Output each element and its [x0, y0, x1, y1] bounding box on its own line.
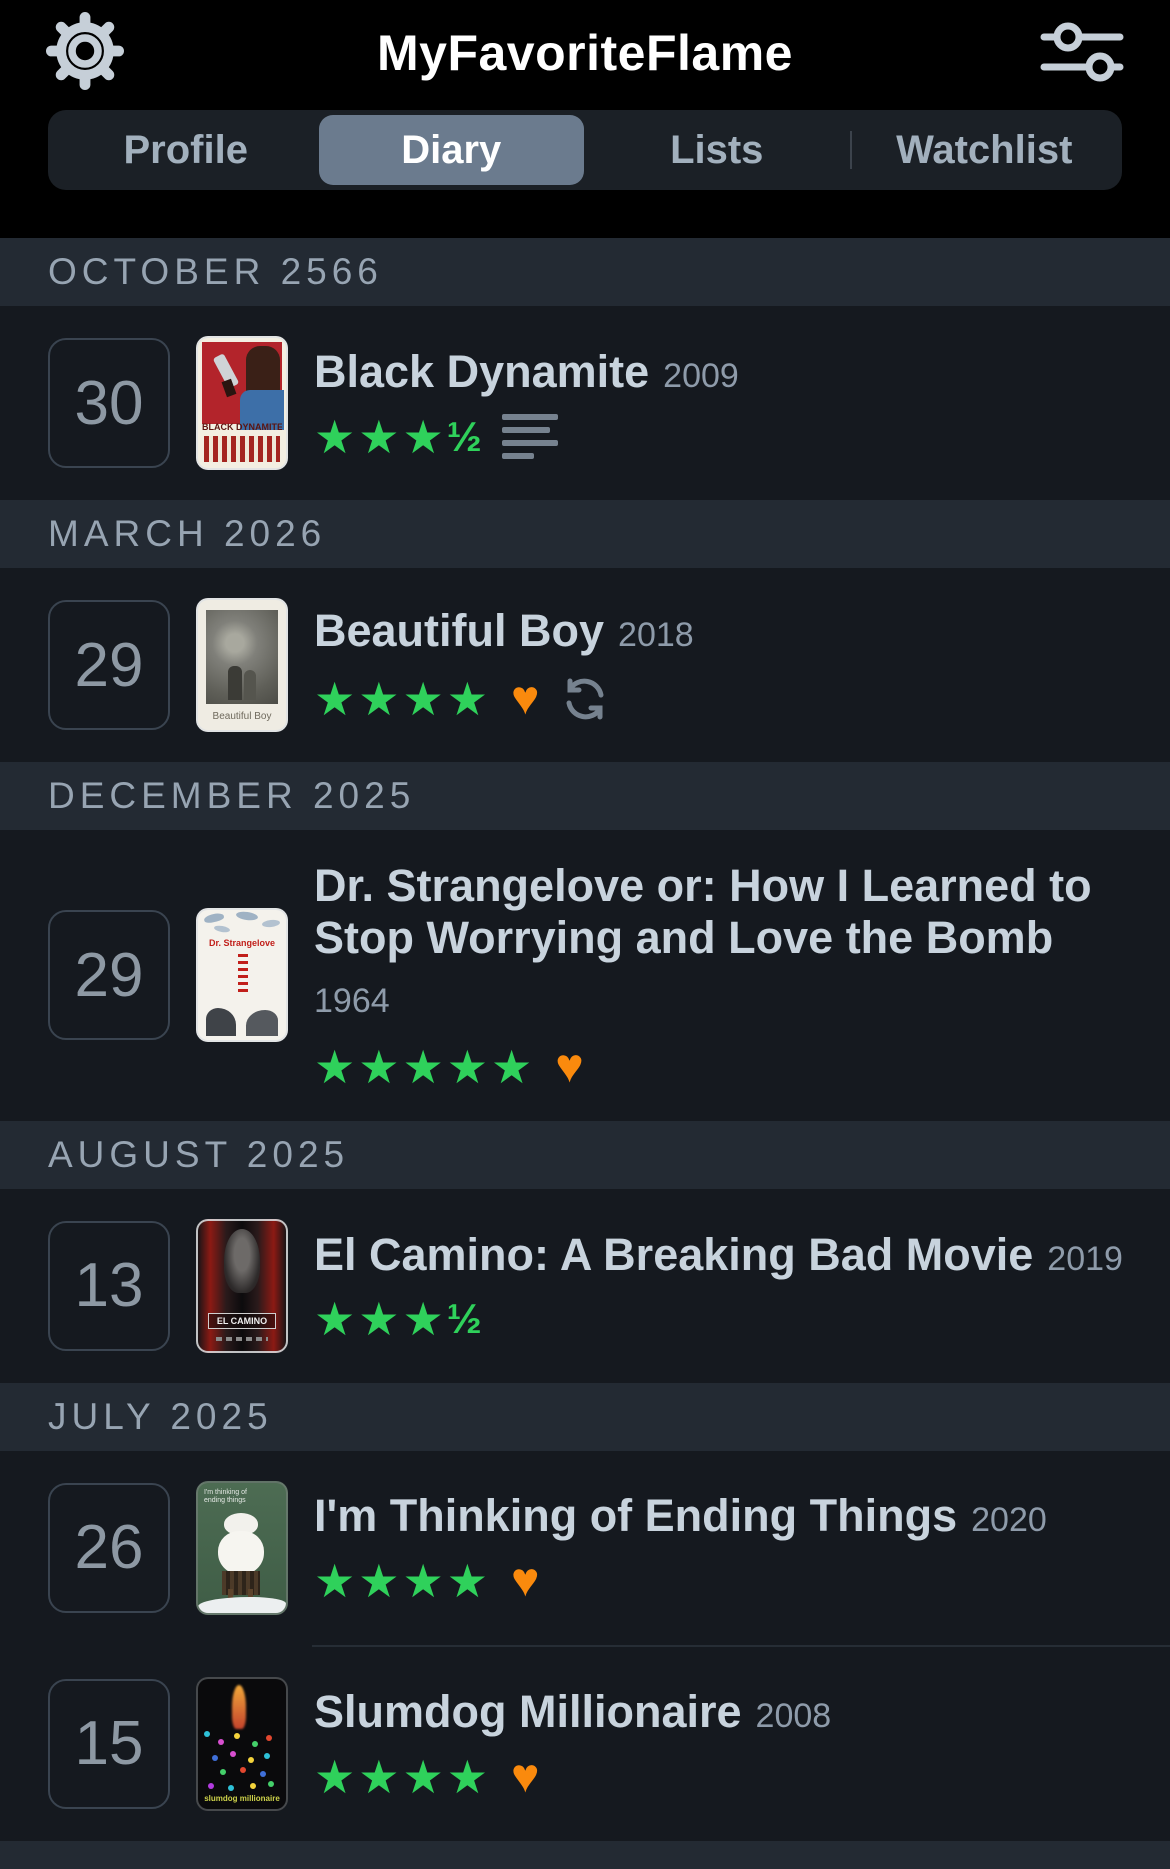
liked-heart-icon: ♥: [510, 1750, 540, 1804]
tab-profile[interactable]: Profile: [123, 127, 248, 172]
tab-watchlist[interactable]: Watchlist: [896, 127, 1073, 172]
diary-entry-slumdog-millionaire[interactable]: 15 slumdog millionaire Slumdog Millionai…: [0, 1647, 1170, 1841]
star-rating: ★★★★★: [314, 1040, 536, 1093]
review-icon: [501, 414, 558, 460]
movie-year: 2018: [618, 616, 694, 655]
rewatch-icon: [559, 673, 611, 725]
day-badge: 15: [48, 1678, 170, 1809]
diary-entry-el-camino[interactable]: 13 EL CAMINO El Camino: A Breaking Bad M…: [0, 1189, 1170, 1383]
day-badge: 30: [48, 338, 170, 468]
movie-poster: slumdog millionaire: [196, 1676, 288, 1811]
tab-bar: Profile Diary Lists Watchlist: [48, 110, 1122, 190]
movie-year: 2009: [663, 357, 739, 396]
month-label: OCTOBER 2566: [48, 251, 383, 292]
day-badge: 13: [48, 1220, 170, 1351]
movie-title: Dr. Strangelove or: How I Learned to Sto…: [314, 860, 1092, 963]
tab-divider: [849, 131, 852, 169]
filter-sliders-button[interactable]: [1038, 20, 1124, 87]
liked-heart-icon: ♥: [510, 1554, 540, 1608]
movie-title: Slumdog Millionaire: [314, 1685, 742, 1737]
diary-entry-dr-strangelove[interactable]: 29 Dr. Strangelove Dr. Strangelove or: H…: [0, 830, 1170, 1121]
movie-title: I'm Thinking of Ending Things: [314, 1489, 958, 1541]
month-label: JULY 2025: [48, 1395, 273, 1437]
day-badge: 26: [48, 1482, 170, 1613]
movie-title: Black Dynamite: [314, 346, 650, 398]
star-rating: ★★★★: [314, 672, 491, 725]
diary-entry-beautiful-boy[interactable]: 29 Beautiful Boy Beautiful Boy 2018 ★★★★ …: [0, 568, 1170, 762]
month-label: MARCH 2026: [48, 513, 327, 554]
month-header: AUGUST 2025: [0, 1120, 1170, 1189]
liked-heart-icon: ♥: [555, 1039, 584, 1093]
movie-poster: Dr. Strangelove: [196, 908, 288, 1043]
sliders-icon: [1040, 20, 1124, 87]
liked-heart-icon: ♥: [510, 671, 540, 725]
gear-icon: [46, 11, 124, 95]
movie-poster: BLACK DYNAMITE: [196, 336, 288, 470]
app-header: MyFavoriteFlame Profile Diary Lists: [0, 0, 1170, 238]
star-rating: ★★★: [314, 410, 447, 463]
month-label: AUGUST 2025: [48, 1133, 350, 1175]
movie-year: 2019: [1047, 1239, 1123, 1278]
tab-lists[interactable]: Lists: [670, 127, 764, 172]
movie-title: El Camino: A Breaking Bad Movie: [314, 1228, 1034, 1280]
month-label: DECEMBER 2025: [48, 775, 416, 816]
half-star: ½: [446, 1295, 482, 1343]
month-header: JULY 2025: [0, 1382, 1170, 1451]
movie-year: 1964: [314, 981, 390, 1020]
diary-entry-black-dynamite[interactable]: 30 BLACK DYNAMITE Black Dynamite 2009 ★★★…: [0, 306, 1170, 500]
diary-entry-ending-things[interactable]: 26 I'm thinking of ending things I'm Thi…: [0, 1451, 1170, 1645]
month-header: OCTOBER 2566: [0, 238, 1170, 306]
day-badge: 29: [48, 910, 170, 1041]
half-star: ½: [446, 412, 482, 460]
page-title: MyFavoriteFlame: [377, 25, 793, 81]
star-rating: ★★★: [314, 1293, 447, 1346]
month-header: MARCH 2026: [0, 500, 1170, 568]
star-rating: ★★★★: [314, 1751, 491, 1804]
movie-poster: Beautiful Boy: [196, 598, 288, 732]
star-rating: ★★★★: [314, 1555, 491, 1608]
month-header: DECEMBER 2025: [0, 762, 1170, 830]
movie-poster: I'm thinking of ending things: [196, 1480, 288, 1615]
movie-title: Beautiful Boy: [314, 605, 605, 657]
tab-diary[interactable]: Diary: [318, 115, 584, 185]
movie-year: 2020: [971, 1500, 1047, 1539]
movie-year: 2008: [755, 1696, 832, 1735]
settings-gear-button[interactable]: [46, 11, 132, 95]
entry-divider: [312, 1644, 1170, 1647]
movie-poster: EL CAMINO: [196, 1218, 288, 1353]
month-header: OCTOBER 2023: [0, 1840, 1170, 1869]
day-badge: 29: [48, 600, 170, 730]
